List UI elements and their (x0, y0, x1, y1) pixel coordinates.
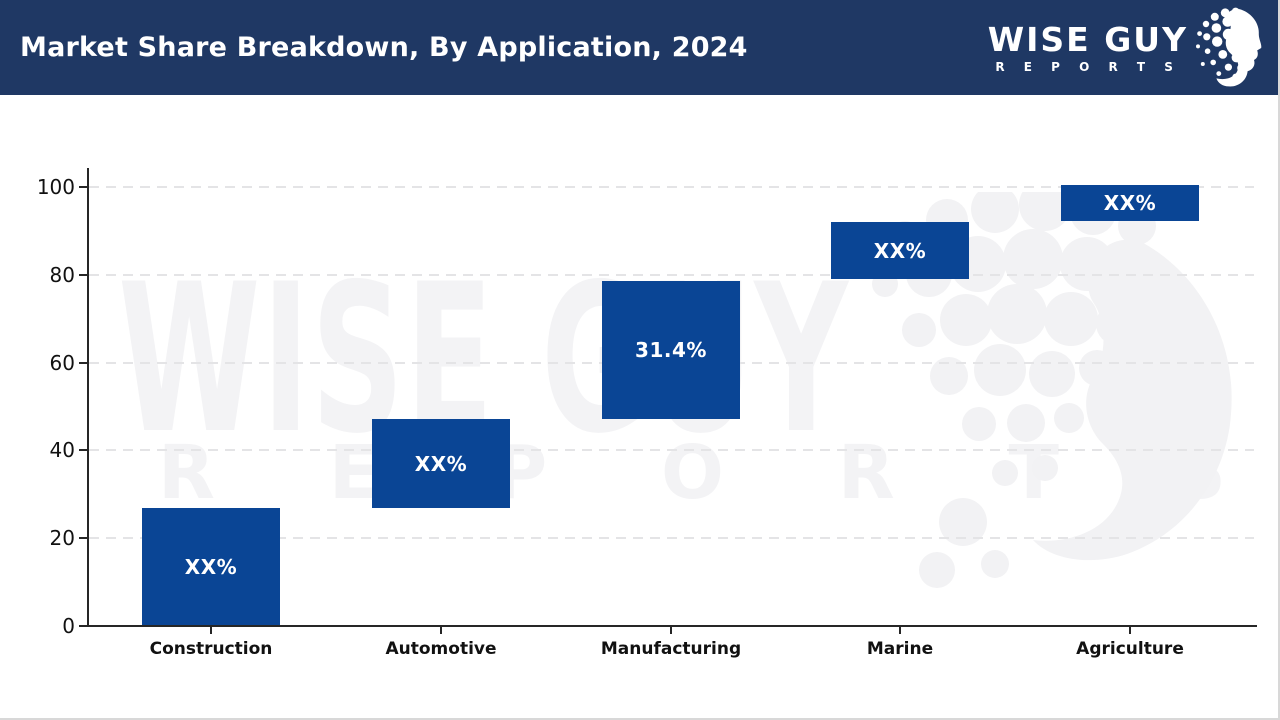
bar-value-label: XX% (1103, 190, 1157, 215)
y-tick-label: 0 (62, 614, 75, 638)
brand-subname: R E P O R T S (995, 59, 1181, 74)
bar-marine: XX% (831, 222, 969, 280)
y-gridline (89, 186, 1254, 188)
x-tick-label: Agriculture (1076, 639, 1184, 659)
x-tick-label: Automotive (385, 639, 497, 659)
bar-automotive: XX% (372, 419, 510, 509)
bar-value-label: XX% (414, 451, 468, 476)
y-tick-label: 40 (49, 438, 75, 463)
y-tick (79, 186, 87, 188)
y-tick (79, 449, 87, 452)
brand-name: WISE GUY (987, 19, 1188, 59)
y-tick (79, 537, 87, 540)
x-tick (670, 627, 672, 634)
y-tick (79, 625, 87, 627)
y-gridline (89, 537, 1254, 540)
x-tick (210, 627, 212, 634)
bar-agriculture: XX% (1061, 184, 1199, 221)
y-gridline (89, 449, 1254, 452)
y-tick (79, 273, 87, 276)
bar-value-label: 31.4% (635, 338, 707, 363)
brand-head-icon (1196, 7, 1262, 86)
y-tick-label: 60 (49, 350, 75, 375)
y-gridline (89, 273, 1254, 276)
chart-title: Market Share Breakdown, By Application, … (20, 32, 748, 63)
bar-construction: XX% (142, 508, 280, 626)
x-tick-label: Construction (149, 639, 273, 659)
brand-logo: WISE GUY R E P O R T S (988, 5, 1262, 91)
y-tick-label: 100 (36, 175, 75, 199)
y-tick (79, 361, 87, 364)
bar-value-label: XX% (184, 555, 238, 580)
x-tick-label: Marine (866, 639, 934, 659)
y-axis-spine (87, 168, 89, 627)
y-tick-label: 80 (49, 262, 75, 287)
bar-value-label: XX% (873, 238, 927, 263)
y-tick-label: 20 (49, 526, 75, 551)
x-axis-spine (87, 625, 1257, 627)
watermark-head-icon (872, 192, 1232, 588)
x-tick (440, 627, 442, 634)
header-bar: Market Share Breakdown, By Application, … (0, 0, 1278, 95)
x-tick (1129, 627, 1131, 634)
x-tick-label: Manufacturing (600, 639, 742, 659)
x-tick (899, 627, 901, 634)
brand-logo-text: WISE GUY R E P O R T S (988, 23, 1188, 73)
bar-manufacturing: 31.4% (602, 281, 740, 420)
